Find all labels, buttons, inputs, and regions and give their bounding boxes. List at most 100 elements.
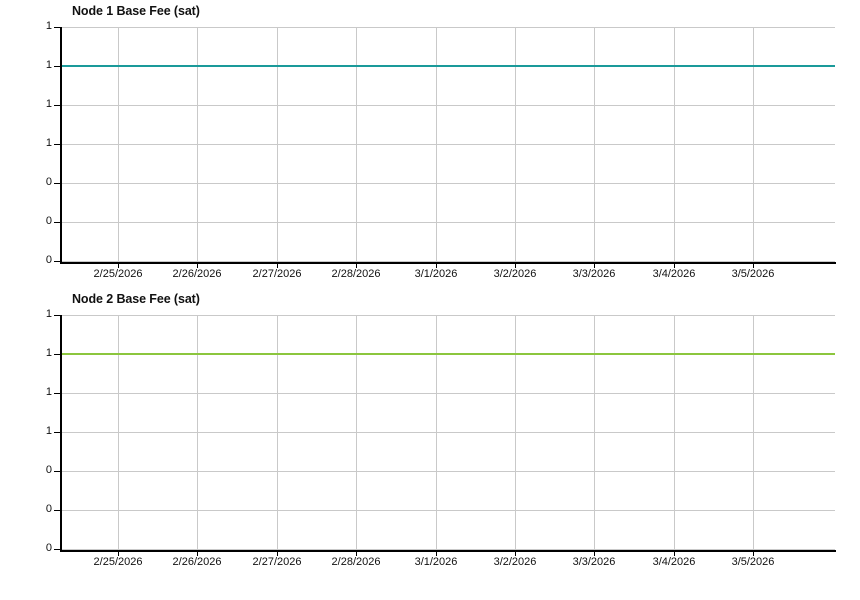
x-axis-tick (674, 550, 675, 556)
gridline-vertical (277, 315, 278, 550)
y-axis-tick (54, 183, 61, 184)
x-axis-tick (674, 262, 675, 268)
x-axis-label: 3/5/2026 (731, 556, 775, 568)
gridline-vertical (356, 27, 357, 262)
x-axis-label: 3/3/2026 (572, 556, 616, 568)
gridline-horizontal (61, 393, 835, 394)
gridline-vertical (674, 315, 675, 550)
x-axis-label: 2/26/2026 (172, 268, 222, 280)
x-axis-tick (118, 550, 119, 556)
y-axis-tick (54, 432, 61, 433)
series-line (61, 65, 835, 68)
x-axis-tick (118, 262, 119, 268)
x-axis-label: 3/2/2026 (493, 268, 537, 280)
gridline-vertical (197, 315, 198, 550)
y-axis-tick (54, 144, 61, 145)
y-axis-label: 0 (45, 254, 52, 266)
x-axis-label: 2/27/2026 (252, 268, 302, 280)
gridline-vertical (436, 315, 437, 550)
y-axis-label: 0 (45, 503, 52, 515)
gridline-horizontal (61, 222, 835, 223)
x-axis-label: 3/4/2026 (652, 556, 696, 568)
gridline-vertical (515, 315, 516, 550)
x-axis-label: 2/27/2026 (252, 556, 302, 568)
gridline-horizontal (61, 549, 835, 550)
x-axis-tick (753, 550, 754, 556)
x-axis-tick (356, 262, 357, 268)
x-axis-tick (277, 262, 278, 268)
x-axis-tick (277, 550, 278, 556)
y-axis-label: 0 (45, 542, 52, 554)
x-axis-label: 3/5/2026 (731, 268, 775, 280)
y-axis-label: 1 (45, 347, 52, 359)
y-axis-label: 0 (45, 464, 52, 476)
gridline-horizontal (61, 471, 835, 472)
x-axis-line-node-1 (60, 262, 836, 264)
gridline-horizontal (61, 144, 835, 145)
y-axis-tick (54, 315, 61, 316)
y-axis-label: 1 (45, 137, 52, 149)
gridline-vertical (356, 315, 357, 550)
y-axis-label: 1 (45, 98, 52, 110)
gridline-horizontal (61, 105, 835, 106)
y-axis-label: 1 (45, 308, 52, 320)
x-axis-tick (594, 262, 595, 268)
y-axis-label: 1 (45, 59, 52, 71)
x-axis-label: 3/1/2026 (414, 556, 458, 568)
x-axis-label: 3/4/2026 (652, 268, 696, 280)
y-axis-label: 1 (45, 20, 52, 32)
gridline-horizontal (61, 261, 835, 262)
x-axis-tick (515, 262, 516, 268)
y-axis-tick (54, 105, 61, 106)
x-axis-label: 2/25/2026 (93, 556, 143, 568)
gridline-vertical (753, 315, 754, 550)
chart-panel-node-2: Node 2 Base Fee (sat) 1 1 1 1 0 0 0 2/25/2026 2… (0, 288, 860, 578)
x-axis-label: 2/26/2026 (172, 556, 222, 568)
y-axis-tick (54, 261, 61, 262)
y-axis-label: 1 (45, 425, 52, 437)
y-axis-label: 0 (45, 176, 52, 188)
x-axis-tick (436, 262, 437, 268)
plot-area-node-2 (61, 315, 835, 550)
chart-title-node-2: Node 2 Base Fee (sat) (72, 292, 200, 306)
x-axis-label: 2/28/2026 (331, 268, 381, 280)
x-axis-label: 2/28/2026 (331, 556, 381, 568)
y-axis-label: 1 (45, 386, 52, 398)
chart-panel-node-1: Node 1 Base Fee (sat) 1 1 1 1 0 0 0 2/25/2026 2… (0, 0, 860, 290)
y-axis-tick (54, 354, 61, 355)
y-axis-tick (54, 549, 61, 550)
x-axis-tick (594, 550, 595, 556)
x-axis-label: 2/25/2026 (93, 268, 143, 280)
gridline-horizontal (61, 315, 835, 316)
gridline-horizontal (61, 183, 835, 184)
series-line (61, 353, 835, 356)
x-axis-tick (197, 550, 198, 556)
gridline-horizontal (61, 27, 835, 28)
gridline-vertical (277, 27, 278, 262)
y-axis-label: 0 (45, 215, 52, 227)
y-axis-tick (54, 471, 61, 472)
y-axis-tick (54, 66, 61, 67)
x-axis-tick (197, 262, 198, 268)
x-axis-tick (753, 262, 754, 268)
y-axis-tick (54, 222, 61, 223)
plot-area-node-1 (61, 27, 835, 262)
y-axis-tick (54, 27, 61, 28)
gridline-horizontal (61, 510, 835, 511)
gridline-vertical (197, 27, 198, 262)
x-axis-tick (515, 550, 516, 556)
y-axis-tick (54, 393, 61, 394)
gridline-vertical (753, 27, 754, 262)
gridline-vertical (515, 27, 516, 262)
x-axis-tick (356, 550, 357, 556)
gridline-vertical (594, 27, 595, 262)
gridline-vertical (118, 315, 119, 550)
x-axis-label: 3/2/2026 (493, 556, 537, 568)
x-axis-line-node-2 (60, 550, 836, 552)
gridline-horizontal (61, 432, 835, 433)
y-axis-tick (54, 510, 61, 511)
chart-title-node-1: Node 1 Base Fee (sat) (72, 4, 200, 18)
y-axis-line-node-1 (60, 27, 62, 263)
y-axis-line-node-2 (60, 315, 62, 551)
